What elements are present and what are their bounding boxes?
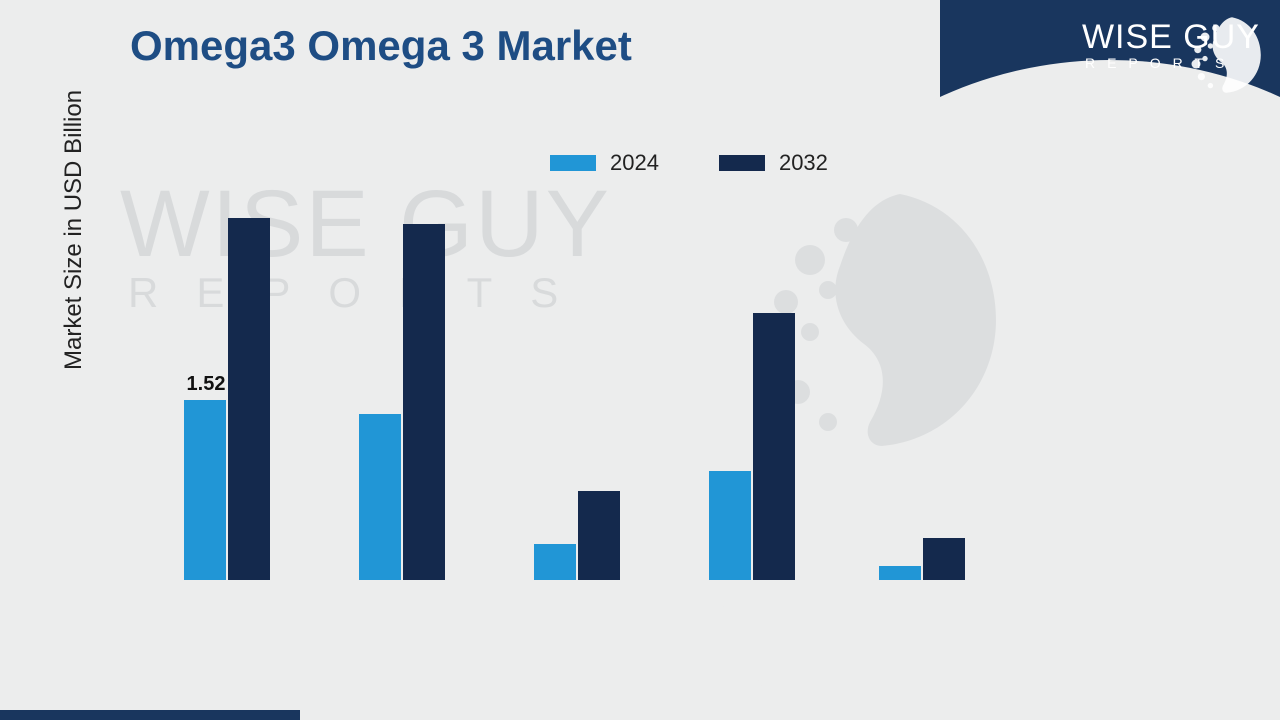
plot-area: NORTHAMERICAEUROPESOUTHAMERICAASIAPACIFI… (120, 200, 940, 580)
bar (184, 400, 226, 581)
bar (753, 313, 795, 580)
legend-label-2032: 2032 (779, 150, 828, 176)
stage: WISE GUY REPORTS WISE GUY REPORTS Omega3… (0, 0, 1280, 720)
chart-area: Market Size in USD Billion 2024 2032 NOR… (60, 150, 940, 690)
legend-item-2032: 2032 (719, 150, 828, 176)
bar (923, 538, 965, 580)
bar (879, 566, 921, 580)
legend-swatch-2032 (719, 155, 765, 171)
bar (359, 414, 401, 580)
bar (534, 544, 576, 580)
bar (709, 471, 751, 580)
y-axis-label: Market Size in USD Billion (60, 90, 88, 370)
legend-label-2024: 2024 (610, 150, 659, 176)
chart-title: Omega3 Omega 3 Market (130, 22, 632, 70)
bar (228, 218, 270, 580)
bar (403, 224, 445, 580)
bar (578, 491, 620, 580)
legend-swatch-2024 (550, 155, 596, 171)
bar-value-label: 1.52 (176, 373, 236, 396)
brand-logo: WISE GUY REPORTS (1082, 18, 1260, 71)
legend: 2024 2032 (550, 150, 828, 176)
brand-line1: WISE GUY (1082, 18, 1260, 57)
legend-item-2024: 2024 (550, 150, 659, 176)
brand-line2: REPORTS (1082, 55, 1260, 71)
bottom-accent-bar (0, 710, 300, 720)
